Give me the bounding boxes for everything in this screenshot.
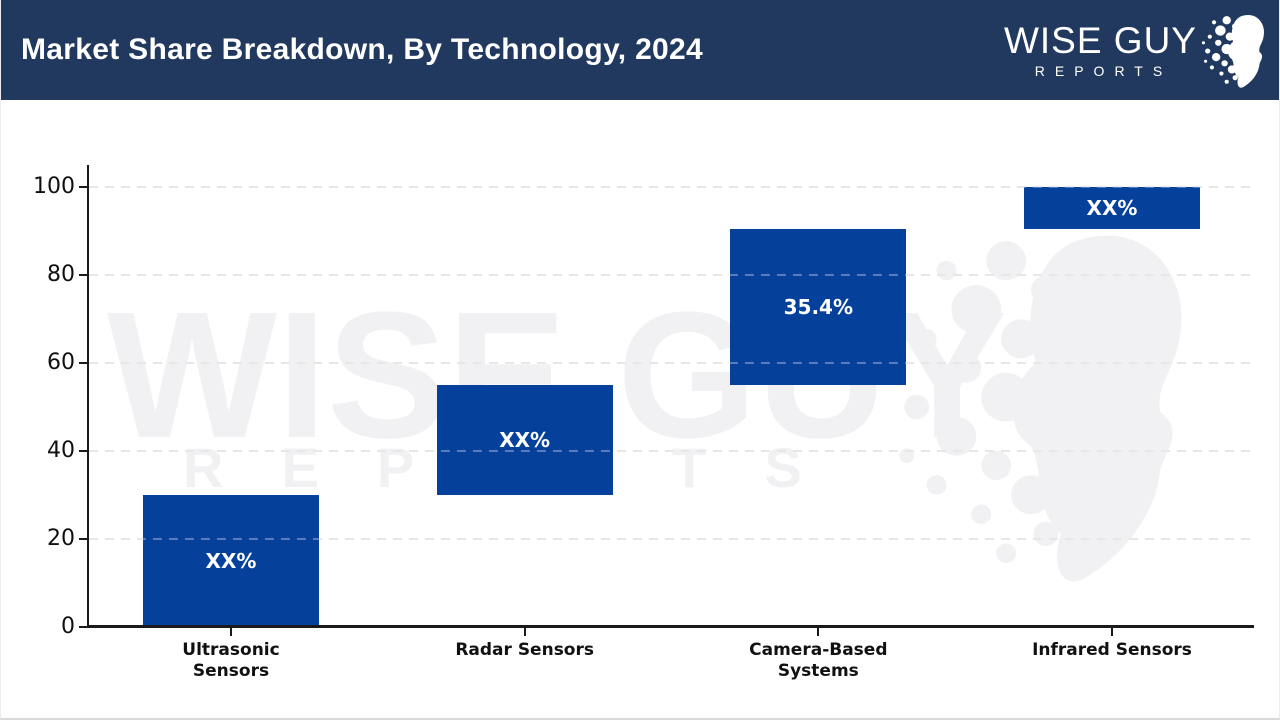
x-axis <box>87 625 1254 628</box>
x-axis-tick <box>1111 628 1113 636</box>
header-banner: Market Share Breakdown, By Technology, 2… <box>1 0 1279 100</box>
y-axis-tick-label: 80 <box>47 262 75 287</box>
y-axis-tick-label: 100 <box>33 174 75 199</box>
gridline <box>89 450 1254 452</box>
bar-value-label: 35.4% <box>783 295 854 320</box>
bar-camera-based-systems: 35.4% <box>730 229 907 385</box>
y-axis-tick <box>79 626 87 628</box>
x-axis-tick <box>817 628 820 636</box>
gridline-overlay <box>89 538 1254 540</box>
y-axis-tick <box>79 362 87 364</box>
y-axis-tick <box>79 538 87 540</box>
logo-wordmark: WISE GUY <box>1003 20 1197 61</box>
y-axis <box>87 165 89 627</box>
logo-head-icon <box>1201 14 1265 88</box>
gridline-overlay <box>89 362 1254 364</box>
gridline <box>89 186 1254 188</box>
x-category-label: Radar Sensors <box>455 640 594 660</box>
bar-value-label: XX% <box>499 428 551 452</box>
gridline-overlay <box>89 186 1254 188</box>
logo-subtext: REPORTS <box>1034 62 1173 79</box>
bar-infrared-sensors: XX% <box>1024 187 1200 230</box>
y-axis-tick <box>79 186 87 188</box>
bar-value-label: XX% <box>205 549 257 573</box>
bar-ultrasonic-sensors: XX% <box>143 495 319 627</box>
y-axis-tick-label: 20 <box>47 526 75 551</box>
bar-value-label: XX% <box>1086 196 1138 221</box>
x-category-label: Ultrasonic Sensors <box>182 640 280 682</box>
gridline <box>89 538 1254 540</box>
y-axis-tick <box>79 450 87 452</box>
bar-radar-sensors: XX% <box>436 385 613 495</box>
gridline-overlay <box>89 450 1254 452</box>
logo-text: WISE GUY REPORTS <box>1003 20 1197 79</box>
gridline <box>89 274 1254 276</box>
x-category-label: Infrared Sensors <box>1032 640 1192 660</box>
gridline <box>89 362 1254 364</box>
x-axis-tick <box>523 628 526 636</box>
y-axis-tick-label: 40 <box>47 438 75 463</box>
x-category-label: Camera-Based Systems <box>749 640 888 682</box>
chart-title: Market Share Breakdown, By Technology, 2… <box>21 33 704 66</box>
gridline-overlay <box>89 274 1254 276</box>
y-axis-tick-label: 60 <box>47 350 75 375</box>
y-axis-tick <box>79 274 87 276</box>
x-axis-tick <box>230 628 232 636</box>
y-axis-tick-label: 0 <box>61 614 75 639</box>
wise-guy-reports-logo: WISE GUY REPORTS <box>1004 6 1269 94</box>
